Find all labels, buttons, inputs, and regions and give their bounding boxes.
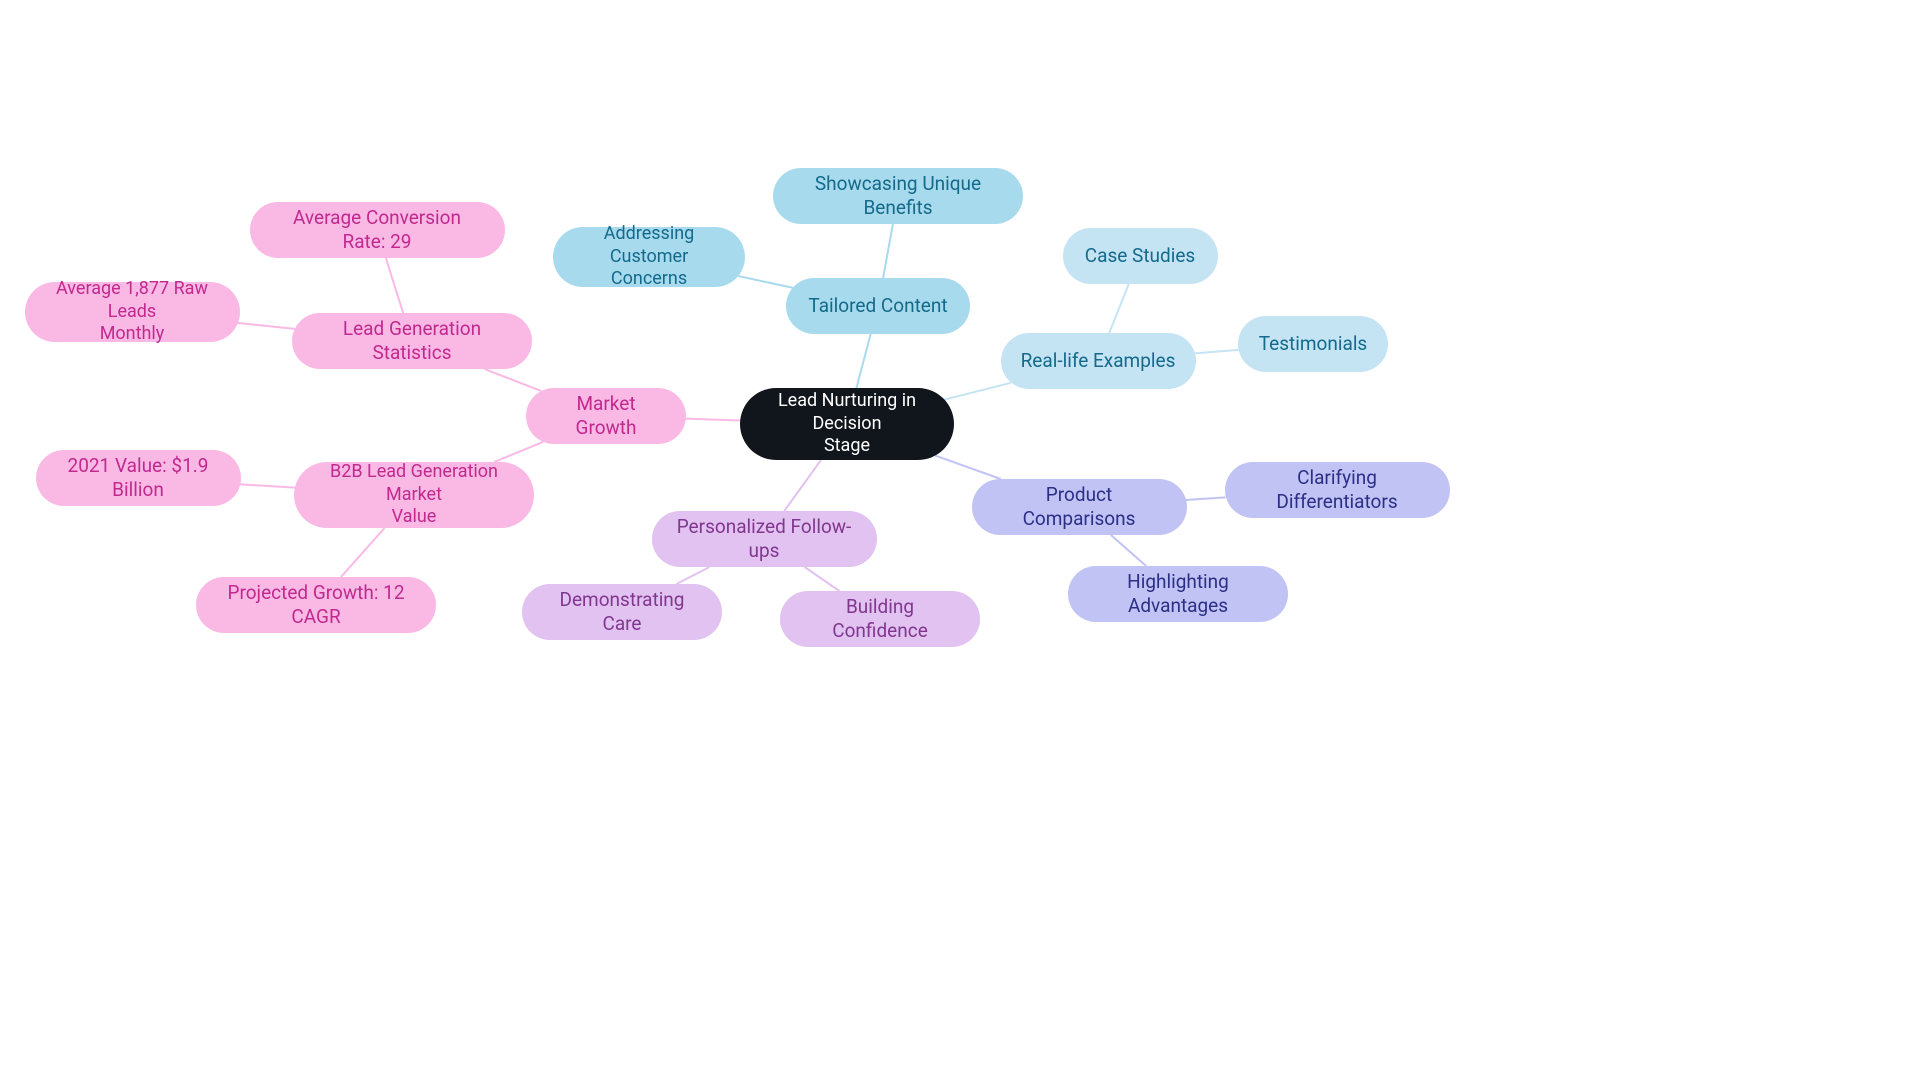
node-label: Market Growth	[546, 392, 666, 440]
node-label: B2B Lead Generation Market Value	[314, 461, 514, 529]
edge	[935, 456, 1000, 479]
edge	[1111, 535, 1146, 566]
edge	[240, 484, 295, 487]
edge	[1109, 284, 1129, 333]
node-label: Case Studies	[1085, 244, 1195, 268]
node-benefits: Showcasing Unique Benefits	[773, 168, 1023, 224]
edge	[784, 460, 821, 511]
node-testi: Testimonials	[1238, 316, 1388, 372]
mindmap-canvas: Lead Nurturing in Decision Stage Tailored…	[0, 0, 1920, 1083]
node-label: Personalized Follow-ups	[672, 515, 857, 563]
node-label: Average 1,877 Raw Leads Monthly	[45, 278, 220, 346]
node-conf: Building Confidence	[780, 591, 980, 647]
edge	[738, 276, 793, 288]
node-label: Real-life Examples	[1021, 349, 1176, 373]
node-label: Building Confidence	[800, 595, 960, 643]
edge	[237, 323, 294, 329]
node-adv: Highlighting Advantages	[1068, 566, 1288, 622]
node-val2021: 2021 Value: $1.9 Billion	[36, 450, 241, 506]
node-label: Average Conversion Rate: 29	[270, 206, 485, 254]
node-label: Clarifying Differentiators	[1245, 466, 1430, 514]
node-label: Projected Growth: 12 CAGR	[216, 581, 416, 629]
node-case: Case Studies	[1063, 228, 1218, 284]
node-label: Lead Generation Statistics	[312, 317, 512, 365]
node-leadstat: Lead Generation Statistics	[292, 313, 532, 369]
edge	[944, 383, 1011, 400]
node-concerns: Addressing Customer Concerns	[553, 227, 745, 287]
edge	[494, 442, 543, 462]
edges-layer	[0, 0, 1920, 1083]
edge	[341, 528, 385, 577]
edge	[386, 258, 403, 313]
node-label: Product Comparisons	[992, 483, 1167, 531]
node-convrate: Average Conversion Rate: 29	[250, 202, 505, 258]
node-diff: Clarifying Differentiators	[1225, 462, 1450, 518]
node-care: Demonstrating Care	[522, 584, 722, 640]
node-label: Testimonials	[1259, 332, 1368, 356]
edge	[856, 334, 870, 388]
edge	[1186, 497, 1226, 500]
node-label: Highlighting Advantages	[1088, 570, 1268, 618]
edge	[1194, 350, 1238, 353]
edge	[805, 567, 840, 591]
node-label: 2021 Value: $1.9 Billion	[56, 454, 221, 502]
node-label: Showcasing Unique Benefits	[793, 172, 1003, 220]
node-center: Lead Nurturing in Decision Stage	[740, 388, 954, 460]
node-label: Tailored Content	[808, 294, 947, 318]
node-prodcomp: Product Comparisons	[972, 479, 1187, 535]
edge	[676, 567, 709, 584]
node-tailored: Tailored Content	[786, 278, 970, 334]
node-label: Demonstrating Care	[542, 588, 702, 636]
edge	[484, 369, 541, 391]
node-followup: Personalized Follow-ups	[652, 511, 877, 567]
node-b2b: B2B Lead Generation Market Value	[294, 462, 534, 528]
node-label: Addressing Customer Concerns	[573, 223, 725, 291]
node-reallife: Real-life Examples	[1001, 333, 1196, 389]
node-rawleads: Average 1,877 Raw Leads Monthly	[25, 282, 240, 342]
node-cagr: Projected Growth: 12 CAGR	[196, 577, 436, 633]
node-market: Market Growth	[526, 388, 686, 444]
edge	[686, 419, 740, 421]
edge	[883, 224, 893, 278]
node-label: Lead Nurturing in Decision Stage	[760, 390, 934, 458]
